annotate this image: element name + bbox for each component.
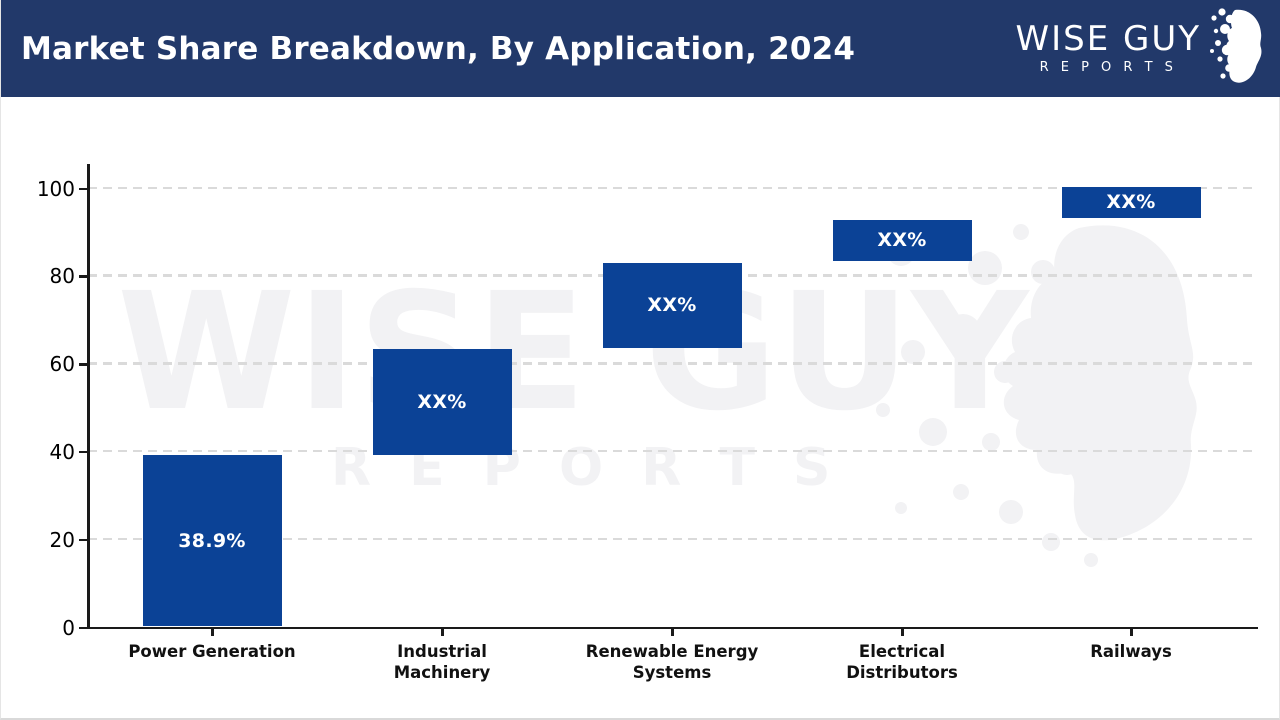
y-tick-60 (79, 363, 87, 366)
x-category-label: Renewable Energy Systems (585, 641, 759, 682)
bar-value-label: XX% (877, 229, 927, 252)
gridline-40 (88, 449, 1258, 453)
x-category-label: Railways (1090, 641, 1172, 661)
gridline-60 (88, 362, 1258, 365)
y-tick-label-40: 40 (49, 439, 75, 464)
y-tick-label-100: 100 (36, 176, 75, 201)
y-tick-label-60: 60 (49, 352, 75, 377)
bar-value-label: 38.9% (178, 529, 246, 552)
bar-value-label: XX% (417, 390, 467, 413)
bar-2: XX% (372, 348, 512, 456)
y-tick-40 (79, 450, 87, 454)
x-tick-3 (671, 628, 674, 636)
chart-area: 0 20 40 60 80 100 38.9% XX% XX% XX% XX% Power Gener… (1, 97, 1280, 720)
y-tick-label-80: 80 (49, 264, 75, 289)
bar-5: XX% (1061, 186, 1201, 218)
watermark-head-icon (839, 210, 1219, 584)
page-title: Market Share Breakdown, By Application, … (21, 30, 856, 67)
watermark-text-line1: WISE GUY (117, 259, 1030, 447)
bar-1: 38.9% (142, 455, 282, 627)
bar-value-label: XX% (1106, 191, 1156, 214)
bar-4: XX% (832, 219, 972, 262)
brand-wordmark: WISE GUY R E P O R T S (1015, 19, 1201, 75)
y-tick-label-0: 0 (62, 615, 75, 640)
bar-3: XX% (602, 262, 742, 349)
x-tick-1 (211, 628, 214, 636)
x-category-label: Electrical Distributors (846, 641, 958, 682)
x-category-label: Industrial Machinery (393, 641, 491, 682)
y-tick-0 (79, 626, 87, 629)
x-tick-4 (901, 628, 904, 636)
brand-logo: WISE GUY R E P O R T S (1015, 0, 1267, 97)
bar-value-label: XX% (647, 294, 697, 317)
gridline-20 (88, 537, 1258, 541)
brand-reports-text: R E P O R T S (1039, 59, 1177, 75)
brand-name-text: WISE GUY (1015, 19, 1201, 60)
gridline-100 (88, 186, 1258, 189)
x-tick-2 (441, 628, 444, 636)
brand-head-icon (1205, 6, 1267, 92)
header-band: Market Share Breakdown, By Application, … (1, 0, 1280, 97)
x-category-label: Power Generation (128, 641, 296, 661)
x-tick-5 (1130, 628, 1133, 636)
y-tick-80 (79, 275, 87, 278)
y-tick-100 (79, 187, 87, 190)
x-axis (86, 626, 1258, 629)
y-tick-label-20: 20 (49, 527, 75, 552)
y-axis (87, 163, 90, 629)
y-tick-20 (79, 538, 87, 542)
